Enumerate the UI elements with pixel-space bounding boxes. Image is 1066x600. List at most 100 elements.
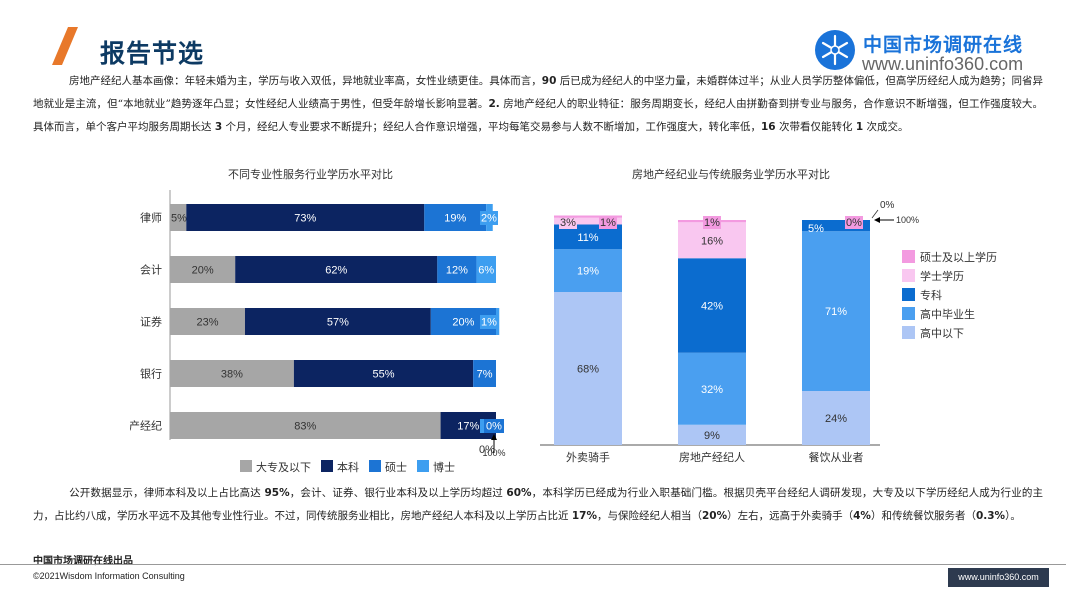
education-comparison-professional-chart: 律师 5% 73% 19% 2% 会计 20% 62% 12% 6% 证券 23% 57% 20% 1% 银行… xyxy=(130,190,506,474)
data-label: 5% xyxy=(171,213,187,225)
data-label: 1% xyxy=(481,317,497,329)
bar-segment-0 xyxy=(170,256,236,283)
data-label: 20% xyxy=(192,265,214,277)
bar-segment-1 xyxy=(678,352,746,425)
legend-swatch xyxy=(321,460,333,472)
conclusion-text: ，本科学历已经成为行业入职基础门槛。根据贝壳平台经纪人调研发现，大专及以下学历经… xyxy=(33,487,1044,522)
conclusion-highlight: 60% xyxy=(506,487,532,499)
data-label: 7% xyxy=(477,369,493,381)
label-background xyxy=(703,216,721,229)
data-label: 5% xyxy=(808,223,824,235)
conclusion-highlight: 4% xyxy=(853,510,871,522)
legend-swatch xyxy=(902,307,915,320)
logo-snowflake-icon xyxy=(815,30,855,70)
annotation-label: 0% xyxy=(880,200,895,211)
data-label: 42% xyxy=(701,301,723,313)
education-comparison-service-chart: 外卖骑手 68% 19% 11%3% 1% 房地产经纪人 9% 32% 42% 16% 1% 餐饮从业… xyxy=(540,200,997,464)
data-label: 2% xyxy=(481,213,497,225)
legend-swatch xyxy=(902,269,915,282)
label-background xyxy=(559,216,577,229)
data-label: 0% xyxy=(479,444,495,456)
arrow-head-icon xyxy=(491,434,497,440)
bar-segment-2 xyxy=(802,220,870,232)
conclusion-text: ）。 xyxy=(1005,510,1021,522)
legend-swatch xyxy=(369,460,381,472)
intro-text: 次成交。 xyxy=(863,121,909,133)
category-label: 餐饮从业者 xyxy=(809,450,864,464)
intro-text: 房地产经纪人的职业特征：服务周期变长，经纪人由拼勤奋到拼专业与服务，合作意识不断… xyxy=(33,98,1043,133)
category-label: 外卖骑手 xyxy=(566,450,610,464)
legend-swatch xyxy=(240,460,252,472)
conclusion-text: ，会计、证券、银行业本科及以上学历均超过 xyxy=(289,487,507,499)
legend-swatch xyxy=(902,288,915,301)
data-label: 19% xyxy=(444,213,466,225)
bar-segment-2 xyxy=(424,204,487,231)
annotation-label: 100% xyxy=(896,215,919,225)
page-title: 报告节选 xyxy=(100,39,205,68)
label-background xyxy=(480,211,498,225)
intro-text: 次带看仅能转化 xyxy=(775,121,856,133)
legend-label: 硕士及以上学历 xyxy=(920,250,997,264)
data-label: 62% xyxy=(325,265,347,277)
legend-label: 本科 xyxy=(337,460,359,474)
label-background xyxy=(599,216,617,229)
bar-segment-3 xyxy=(476,256,496,283)
conclusion-highlight: 0.3% xyxy=(975,510,1006,522)
data-label: 24% xyxy=(825,413,847,425)
label-background xyxy=(480,315,498,329)
data-label: 20% xyxy=(452,317,474,329)
data-label: 3% xyxy=(560,217,576,229)
legend-swatch xyxy=(417,460,429,472)
bar-segment-3 xyxy=(554,217,622,225)
bar-segment-2 xyxy=(473,360,496,387)
data-label: 32% xyxy=(701,384,723,396)
conclusion-paragraph: 公开数据显示，律师本科及以上占比高达 95%，会计、证券、银行业本科及以上学历均… xyxy=(33,482,1043,528)
data-label: 73% xyxy=(294,213,316,225)
conclusion-text: ）和传统餐饮服务者（ xyxy=(870,510,976,522)
bar-segment-1 xyxy=(186,204,425,231)
category-label: 房地产经纪人 xyxy=(679,450,745,464)
annotation-label: 100% xyxy=(482,448,505,458)
bar-segment-2 xyxy=(437,256,477,283)
conclusion-highlight: 17% xyxy=(571,510,597,522)
legend-label: 高中毕业生 xyxy=(920,307,975,321)
accent-slash-icon xyxy=(52,27,78,65)
intro-highlight: 90 xyxy=(541,75,557,87)
category-label: 银行 xyxy=(140,367,162,381)
data-label: 19% xyxy=(577,266,599,278)
legend-label: 学士学历 xyxy=(920,269,964,283)
footer-brand: 中国市场调研在线出品 xyxy=(33,556,133,567)
category-label: 会计 xyxy=(140,264,162,277)
data-label: 68% xyxy=(577,364,599,376)
data-label: 83% xyxy=(294,421,316,433)
intro-highlight: 3 xyxy=(214,121,223,133)
chart1-title: 不同专业性服务行业学历水平对比 xyxy=(228,168,393,181)
intro-text: 房地产经纪人基本画像：年轻未婚为主，学历与收入双低，异地就业率高，女性业绩更佳。… xyxy=(69,75,542,87)
data-label: 17% xyxy=(457,421,479,433)
intro-highlight: 1 xyxy=(855,121,864,133)
conclusion-text: 公开数据显示，律师本科及以上占比高达 xyxy=(69,487,265,499)
bar-segment-0 xyxy=(802,391,870,445)
data-label: 11% xyxy=(577,232,598,244)
data-label: 12% xyxy=(446,265,468,277)
legend-label: 高中以下 xyxy=(920,326,964,340)
data-label: 6% xyxy=(478,265,494,277)
bar-segment-1 xyxy=(802,231,870,391)
chart2-title: 房地产经纪业与传统服务业学历水平对比 xyxy=(632,168,830,181)
footer-url-link[interactable]: www.uninfo360.com xyxy=(948,568,1049,587)
data-label: 16% xyxy=(701,235,723,247)
legend-label: 专科 xyxy=(920,288,942,302)
bar-segment-0 xyxy=(170,360,294,387)
conclusion-highlight: 95% xyxy=(264,487,290,499)
data-label: 57% xyxy=(327,317,349,329)
data-label: 1% xyxy=(704,217,720,229)
intro-highlight: 16 xyxy=(761,121,776,133)
bar-segment-0 xyxy=(554,292,622,445)
bar-segment-1 xyxy=(554,249,622,292)
data-label: 38% xyxy=(221,369,243,381)
data-label: 55% xyxy=(373,369,395,381)
bar-segment-2 xyxy=(678,258,746,353)
legend-swatch xyxy=(902,326,915,339)
arrow-head-icon xyxy=(874,217,880,223)
bar-segment-1 xyxy=(244,308,431,335)
